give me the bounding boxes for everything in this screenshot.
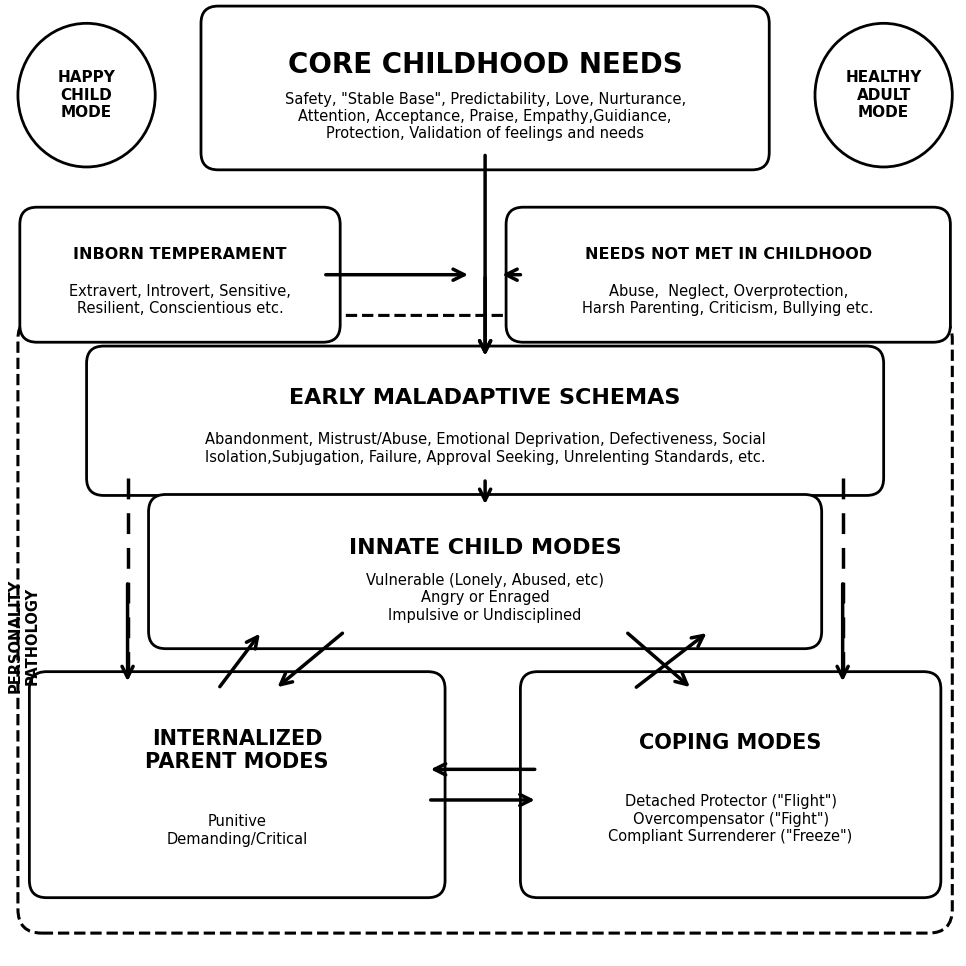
Text: Extravert, Introvert, Sensitive,
Resilient, Conscientious etc.: Extravert, Introvert, Sensitive, Resilie… xyxy=(70,284,291,316)
Text: Safety, "Stable Base", Predictability, Love, Nurturance,
Attention, Acceptance, : Safety, "Stable Base", Predictability, L… xyxy=(285,92,686,141)
Text: INTERNALIZED
PARENT MODES: INTERNALIZED PARENT MODES xyxy=(146,728,329,772)
Ellipse shape xyxy=(815,23,952,167)
FancyBboxPatch shape xyxy=(20,207,340,342)
FancyBboxPatch shape xyxy=(29,671,445,897)
FancyBboxPatch shape xyxy=(149,495,822,649)
Text: HEALTHY
ADULT
MODE: HEALTHY ADULT MODE xyxy=(845,71,922,120)
Text: INBORN TEMPERAMENT: INBORN TEMPERAMENT xyxy=(73,247,287,262)
Text: Vulnerable (Lonely, Abused, etc)
Angry or Enraged
Impulsive or Undisciplined: Vulnerable (Lonely, Abused, etc) Angry o… xyxy=(366,573,604,623)
FancyBboxPatch shape xyxy=(521,671,941,897)
Text: INNATE CHILD MODES: INNATE CHILD MODES xyxy=(349,538,621,557)
FancyBboxPatch shape xyxy=(506,207,951,342)
Text: CORE CHILDHOOD NEEDS: CORE CHILDHOOD NEEDS xyxy=(288,50,683,78)
Text: Detached Protector ("Flight")
Overcompensator ("Fight")
Compliant Surrenderer (": Detached Protector ("Flight") Overcompen… xyxy=(609,794,853,844)
Text: NEEDS NOT MET IN CHILDHOOD: NEEDS NOT MET IN CHILDHOOD xyxy=(584,247,871,262)
Text: Punitive
Demanding/Critical: Punitive Demanding/Critical xyxy=(166,814,308,847)
Text: COPING MODES: COPING MODES xyxy=(639,732,822,753)
Text: EARLY MALADAPTIVE SCHEMAS: EARLY MALADAPTIVE SCHEMAS xyxy=(290,387,681,408)
FancyBboxPatch shape xyxy=(18,316,952,933)
Text: Abandonment, Mistrust/Abuse, Emotional Deprivation, Defectiveness, Social
Isolat: Abandonment, Mistrust/Abuse, Emotional D… xyxy=(205,432,765,465)
Text: Abuse,  Neglect, Overprotection,
Harsh Parenting, Criticism, Bullying etc.: Abuse, Neglect, Overprotection, Harsh Pa… xyxy=(582,284,874,316)
Text: HAPPY
CHILD
MODE: HAPPY CHILD MODE xyxy=(58,71,116,120)
FancyBboxPatch shape xyxy=(201,6,769,170)
Ellipse shape xyxy=(18,23,156,167)
Text: PERSONALITY
PATHOLOGY: PERSONALITY PATHOLOGY xyxy=(8,579,40,694)
FancyBboxPatch shape xyxy=(87,346,884,496)
